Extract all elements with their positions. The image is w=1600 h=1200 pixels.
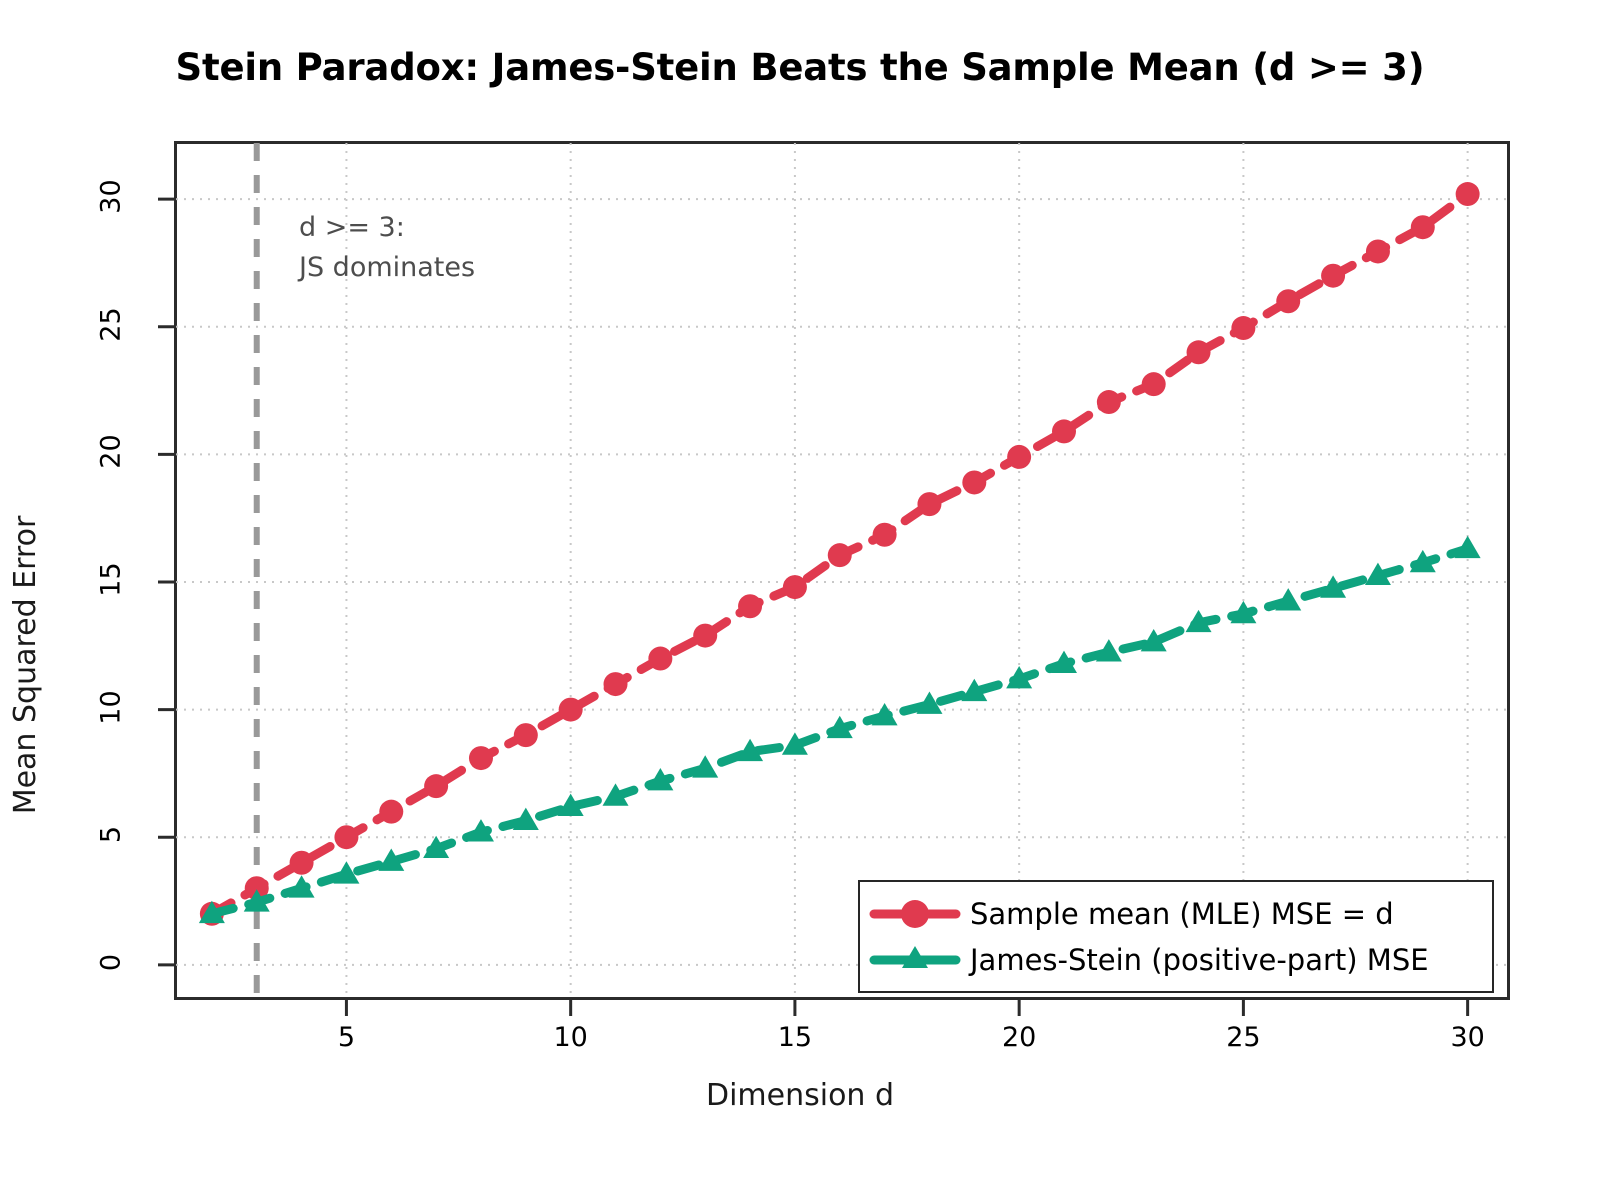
x-tick-label: 20 (1001, 1022, 1037, 1053)
x-tick-label: 25 (1226, 1022, 1261, 1053)
y-tick-label: 15 (95, 562, 127, 597)
threshold-annotation: d >= 3: JS dominates (299, 208, 475, 288)
y-tick-label: 30 (95, 179, 127, 214)
x-tick-label: 30 (1450, 1022, 1485, 1053)
x-tick-label: 5 (337, 1022, 356, 1053)
y-tick-label: 20 (95, 434, 127, 470)
legend-label-james-stein: James-Stein (positive-part) MSE (970, 943, 1429, 977)
legend: Sample mean (MLE) MSE = d James-Stein (p… (858, 880, 1494, 993)
chart-title: Stein Paradox: James-Stein Beats the Sam… (175, 46, 1425, 89)
x-axis-label: Dimension d (705, 1078, 895, 1113)
x-tick-label: 15 (777, 1022, 813, 1053)
legend-swatch-james-stein (860, 936, 970, 984)
y-tick-label: 5 (95, 826, 127, 844)
legend-swatch-sample-mean (860, 890, 970, 938)
y-tick-label: 25 (95, 307, 127, 342)
legend-item-sample-mean[interactable]: Sample mean (MLE) MSE = d (860, 890, 1492, 938)
data-series-group (198, 182, 1481, 926)
axis-ticks (158, 197, 1470, 1016)
gridlines (176, 143, 1508, 998)
y-tick-label: 10 (95, 689, 127, 725)
annotation-line-1: d >= 3: (299, 212, 405, 243)
annotation-line-2: JS dominates (299, 252, 476, 283)
legend-label-sample-mean: Sample mean (MLE) MSE = d (970, 897, 1394, 931)
y-tick-label: 0 (95, 953, 127, 971)
x-tick-label: 10 (553, 1022, 588, 1053)
legend-item-james-stein[interactable]: James-Stein (positive-part) MSE (860, 936, 1492, 984)
